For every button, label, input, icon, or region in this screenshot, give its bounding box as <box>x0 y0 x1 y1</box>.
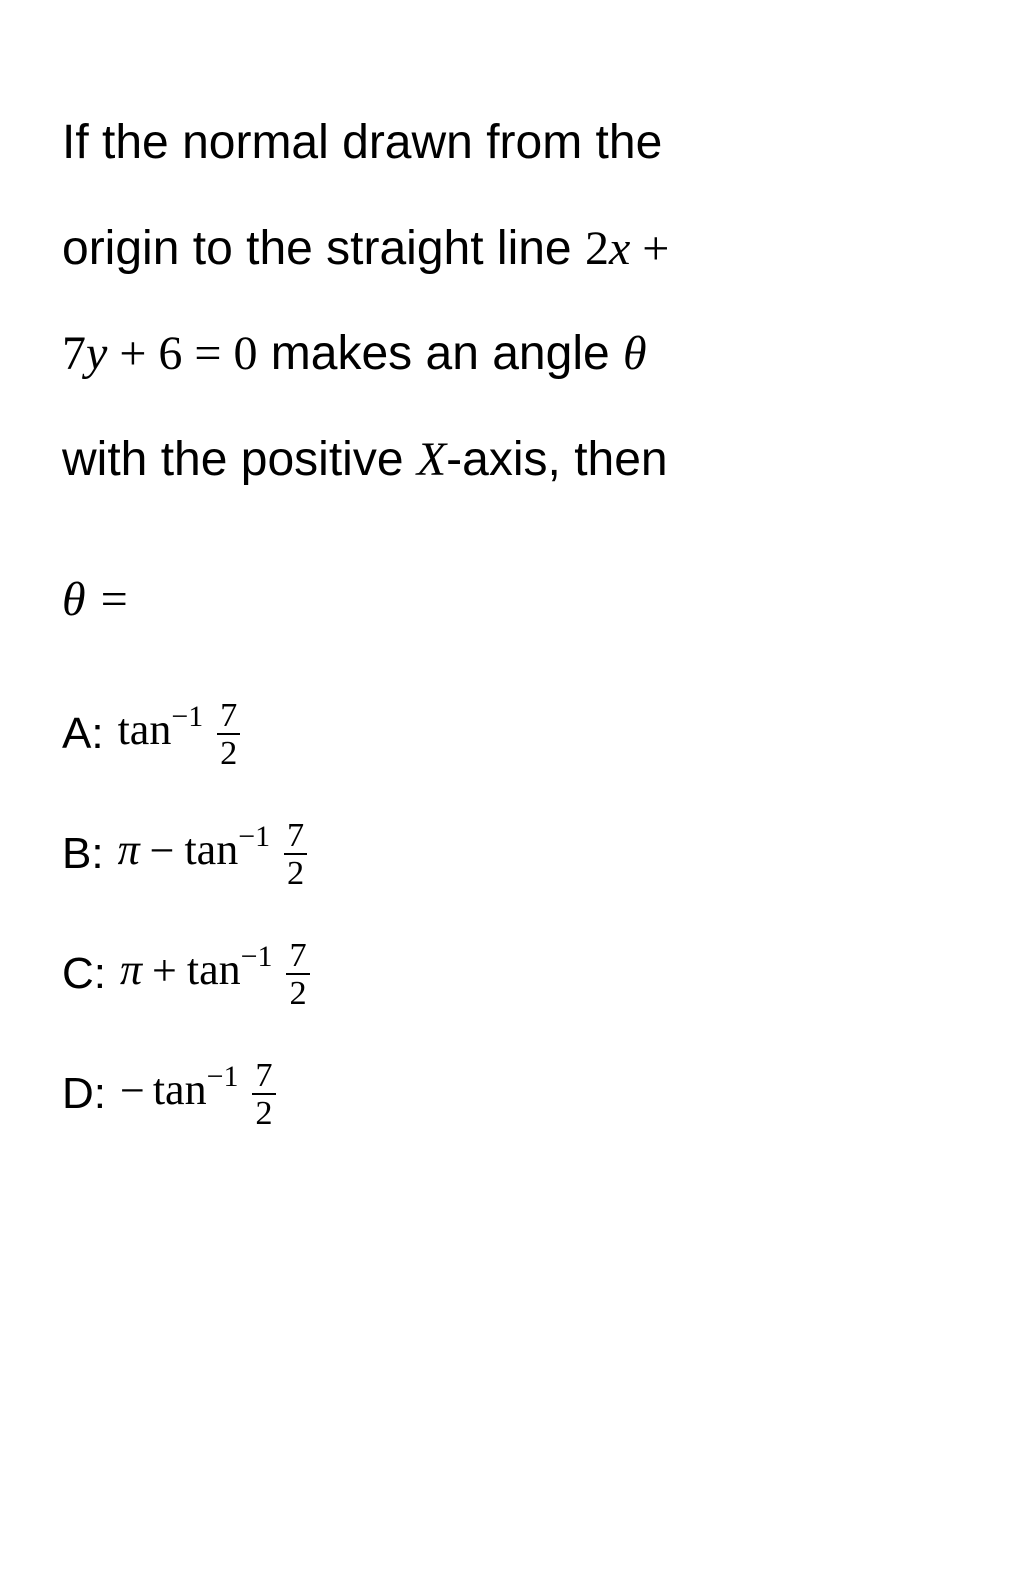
coef-2: 2 <box>585 222 609 275</box>
math-2x-plus: 2x + <box>585 222 669 275</box>
option-c-expression: π+tan−1 72 <box>120 937 313 1011</box>
option-a-expression: tan−1 72 <box>118 697 244 771</box>
var-x: x <box>609 222 630 275</box>
question-line-4: with the positive X-axis, then <box>62 407 974 513</box>
frac-den: 2 <box>286 975 309 1011</box>
inverse-sup: −1 <box>207 1060 239 1093</box>
rest-eq: + 6 = 0 <box>107 327 257 380</box>
fraction-7-2: 72 <box>284 817 307 891</box>
option-d: D: −tan−1 72 <box>62 1057 974 1131</box>
math-7y-plus-6-eq-0: 7y + 6 = 0 <box>62 327 257 380</box>
option-a-letter: A: <box>62 709 104 759</box>
question-line3-text: makes an angle <box>257 327 623 380</box>
pi-symbol: π <box>120 946 142 995</box>
option-b-expression: π−tan−1 72 <box>118 817 311 891</box>
frac-num: 7 <box>284 817 307 855</box>
tan-label: tan <box>187 946 241 995</box>
fraction-7-2: 72 <box>286 937 309 1011</box>
option-a: A: tan−1 72 <box>62 697 974 771</box>
tan-label: tan <box>153 1066 207 1115</box>
question-line-1: If the normal drawn from the <box>62 90 974 196</box>
frac-num: 7 <box>217 697 240 735</box>
option-c-letter: C: <box>62 949 106 999</box>
option-d-letter: D: <box>62 1069 106 1119</box>
option-b-letter: B: <box>62 829 104 879</box>
frac-num: 7 <box>286 937 309 975</box>
question-line-3: 7y + 6 = 0 makes an angle θ <box>62 301 974 407</box>
options-list: A: tan−1 72 B: π−tan−1 72 C: π+tan−1 72 … <box>62 697 974 1131</box>
tan-label: tan <box>118 705 172 754</box>
pi-symbol: π <box>118 826 140 875</box>
tan-label: tan <box>184 826 238 875</box>
option-c: C: π+tan−1 72 <box>62 937 974 1011</box>
theta-symbol: θ <box>623 327 647 380</box>
frac-den: 2 <box>217 735 240 771</box>
fraction-7-2: 72 <box>217 697 240 771</box>
inverse-sup: −1 <box>238 820 270 853</box>
plus-op: + <box>152 946 177 995</box>
question-line4-pre: with the positive <box>62 433 417 486</box>
option-b: B: π−tan−1 72 <box>62 817 974 891</box>
question-text: If the normal drawn from the origin to t… <box>62 90 974 512</box>
op-plus: + <box>630 222 669 275</box>
frac-den: 2 <box>284 855 307 891</box>
coef-7: 7 <box>62 327 86 380</box>
var-y: y <box>86 327 107 380</box>
inverse-sup: −1 <box>241 940 273 973</box>
frac-num: 7 <box>252 1057 275 1095</box>
inverse-sup: −1 <box>171 700 203 733</box>
question-line2-text: origin to the straight line <box>62 222 585 275</box>
frac-den: 2 <box>252 1095 275 1131</box>
theta-equals: θ = <box>62 572 974 627</box>
question-line-2: origin to the straight line 2x + <box>62 196 974 302</box>
option-d-expression: −tan−1 72 <box>120 1057 279 1131</box>
fraction-7-2: 72 <box>252 1057 275 1131</box>
x-axis-symbol: X <box>417 433 446 486</box>
question-line4-post: -axis, then <box>446 433 667 486</box>
neg-sign: − <box>120 1066 145 1115</box>
minus-op: − <box>150 826 175 875</box>
